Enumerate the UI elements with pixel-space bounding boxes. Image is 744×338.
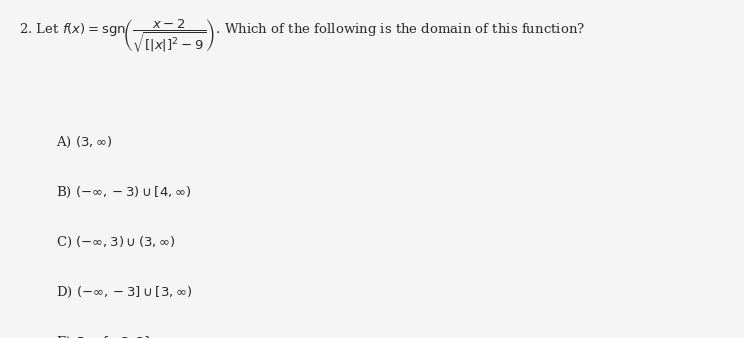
- Text: B) $(-\infty,-3)\cup[4,\infty)$: B) $(-\infty,-3)\cup[4,\infty)$: [56, 185, 191, 200]
- Text: D) $(-\infty,-3]\cup[3,\infty)$: D) $(-\infty,-3]\cup[3,\infty)$: [56, 285, 192, 300]
- Text: C) $(-\infty,3)\cup(3,\infty)$: C) $(-\infty,3)\cup(3,\infty)$: [56, 235, 176, 250]
- Text: 2. Let $f(x) = \mathrm{sgn}\!\left(\dfrac{x-2}{\sqrt{[|x|]^2-9}}\right)$. Which : 2. Let $f(x) = \mathrm{sgn}\!\left(\dfra…: [19, 17, 585, 54]
- Text: E) $R-\{-3,3\}$: E) $R-\{-3,3\}$: [56, 335, 153, 338]
- Text: A) $(3,\infty)$: A) $(3,\infty)$: [56, 135, 112, 150]
